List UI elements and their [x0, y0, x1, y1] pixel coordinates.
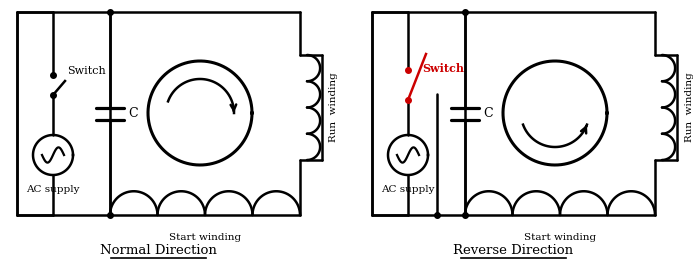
- Text: C: C: [128, 107, 138, 120]
- Text: AC supply: AC supply: [27, 185, 80, 194]
- Text: Start winding: Start winding: [524, 233, 596, 242]
- Text: Run  winding: Run winding: [685, 73, 694, 143]
- Text: Reverse Direction: Reverse Direction: [454, 244, 573, 257]
- Text: Start winding: Start winding: [169, 233, 241, 242]
- Text: Switch: Switch: [67, 66, 106, 76]
- Text: Run  winding: Run winding: [330, 73, 339, 143]
- Text: Switch: Switch: [422, 63, 464, 73]
- Text: C: C: [483, 107, 493, 120]
- Text: Normal Direction: Normal Direction: [100, 244, 217, 257]
- Text: AC supply: AC supply: [382, 185, 435, 194]
